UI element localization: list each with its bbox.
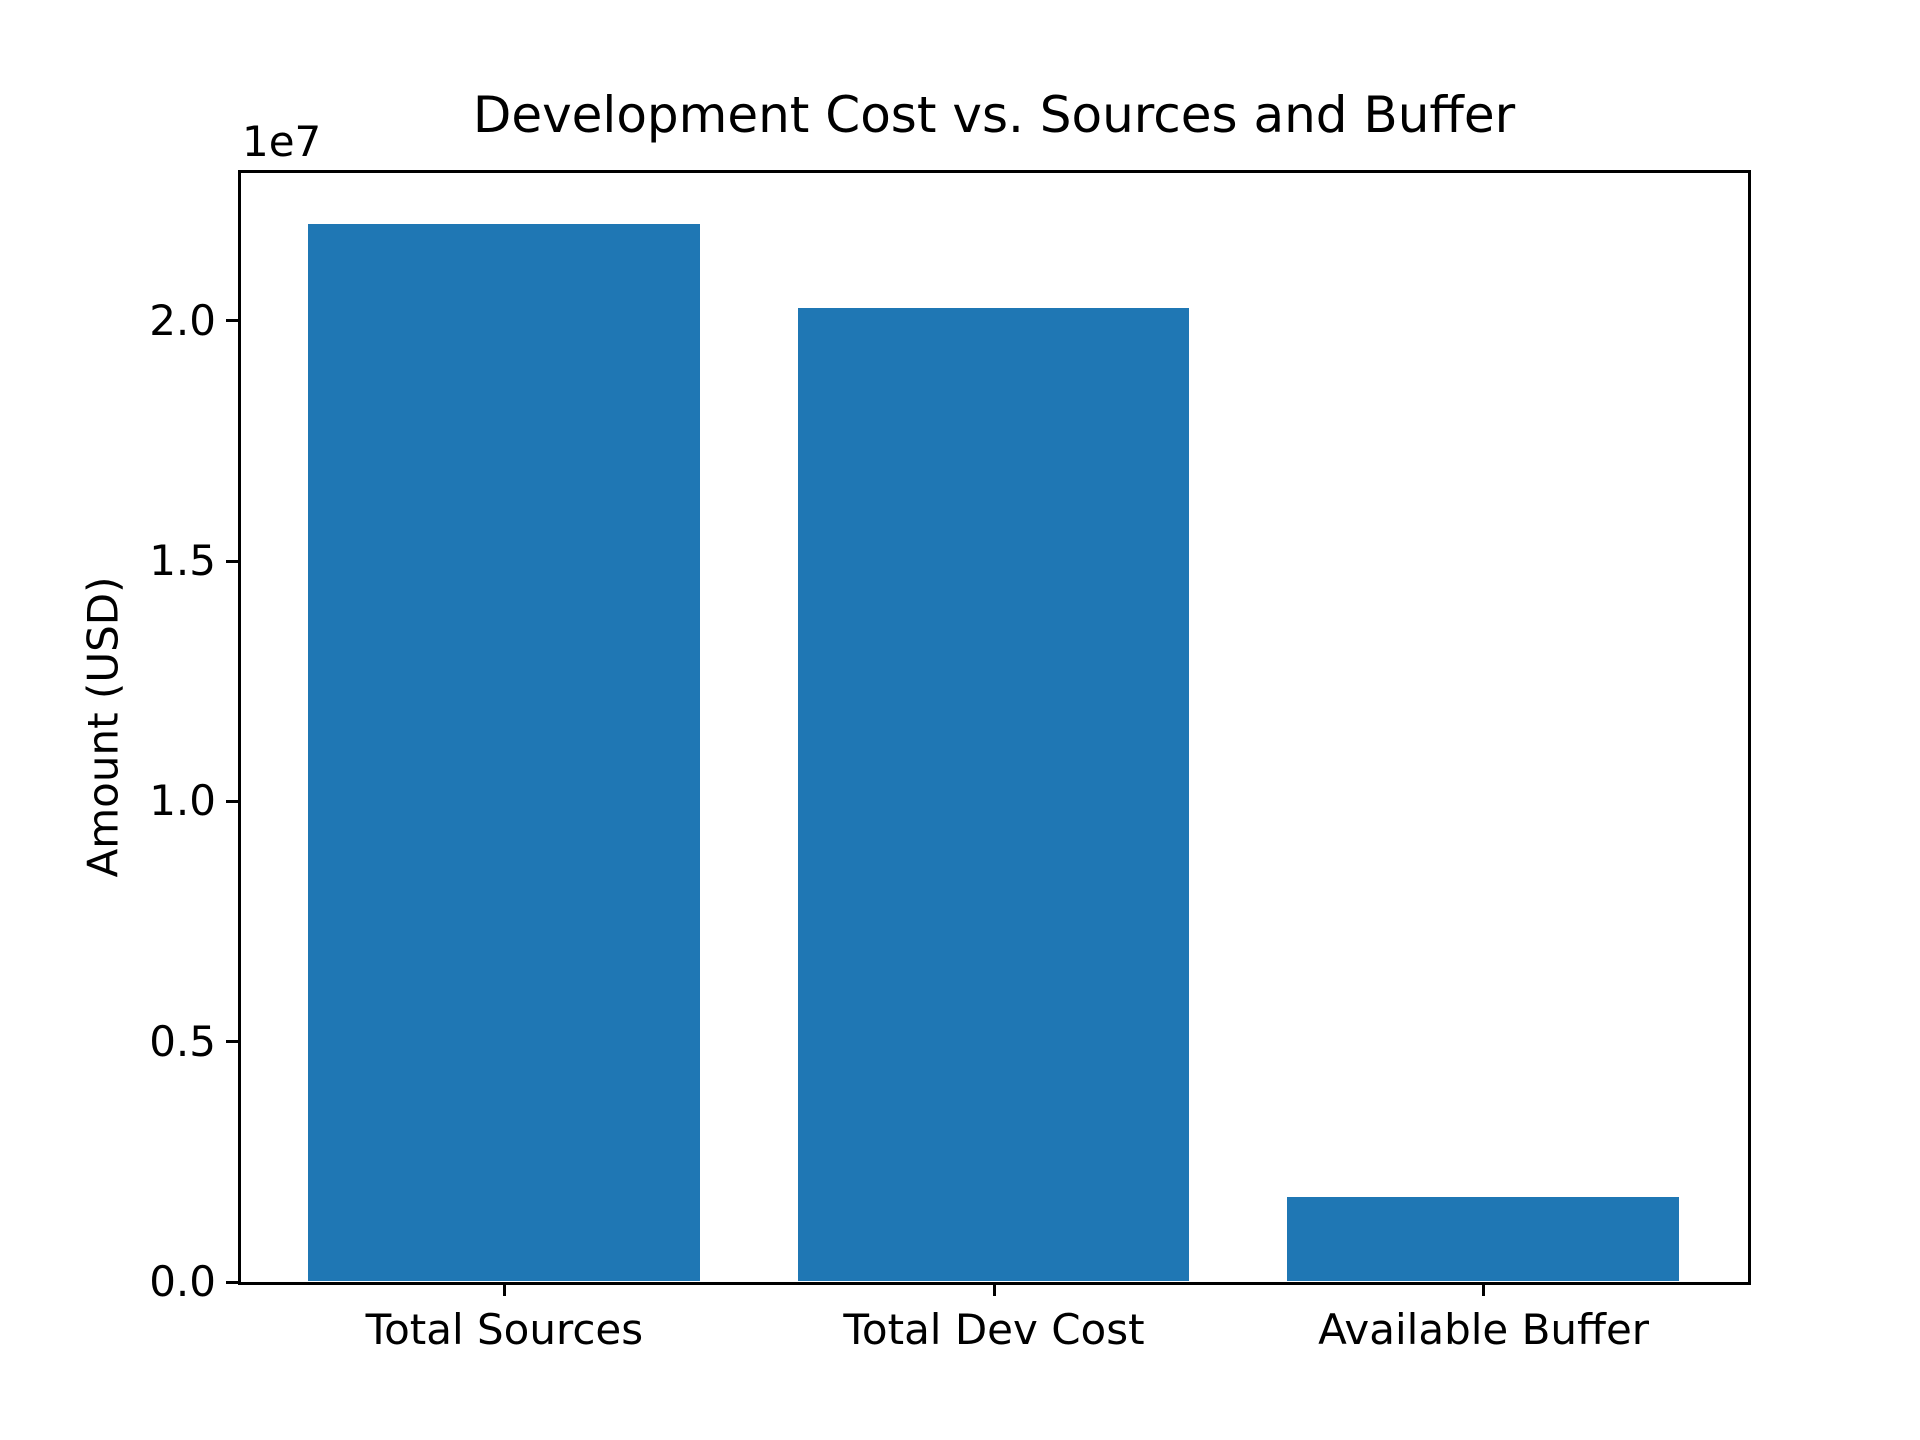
y-tick-mark <box>226 559 240 563</box>
x-tick-label-available-buffer: Available Buffer <box>1318 1305 1650 1354</box>
x-tick-mark <box>992 1282 996 1296</box>
y-tick-mark <box>226 1280 240 1284</box>
plot-area <box>238 170 1751 1285</box>
y-tick-label: 2.0 <box>149 295 216 345</box>
y-tick-label: 1.0 <box>149 776 216 826</box>
x-tick-mark <box>502 1282 506 1296</box>
bar-available-buffer <box>1287 1197 1679 1282</box>
y-tick-label: 0.0 <box>149 1257 216 1306</box>
bar-total-dev-cost <box>797 308 1190 1282</box>
y-tick-mark <box>226 799 240 803</box>
y-tick-mark <box>226 1040 240 1044</box>
y-tick-label: 0.5 <box>149 1016 216 1066</box>
x-tick-label-total-dev-cost: Total Dev Cost <box>843 1305 1145 1354</box>
y-tick-mark <box>226 319 240 323</box>
bar-total-sources <box>308 224 700 1282</box>
y-axis-offset-label: 1e7 <box>242 117 322 166</box>
y-tick-label: 1.5 <box>149 536 216 586</box>
x-tick-mark <box>1482 1282 1486 1296</box>
x-tick-label-total-sources: Total Sources <box>365 1305 644 1354</box>
chart-title: Development Cost vs. Sources and Buffer <box>472 86 1516 144</box>
